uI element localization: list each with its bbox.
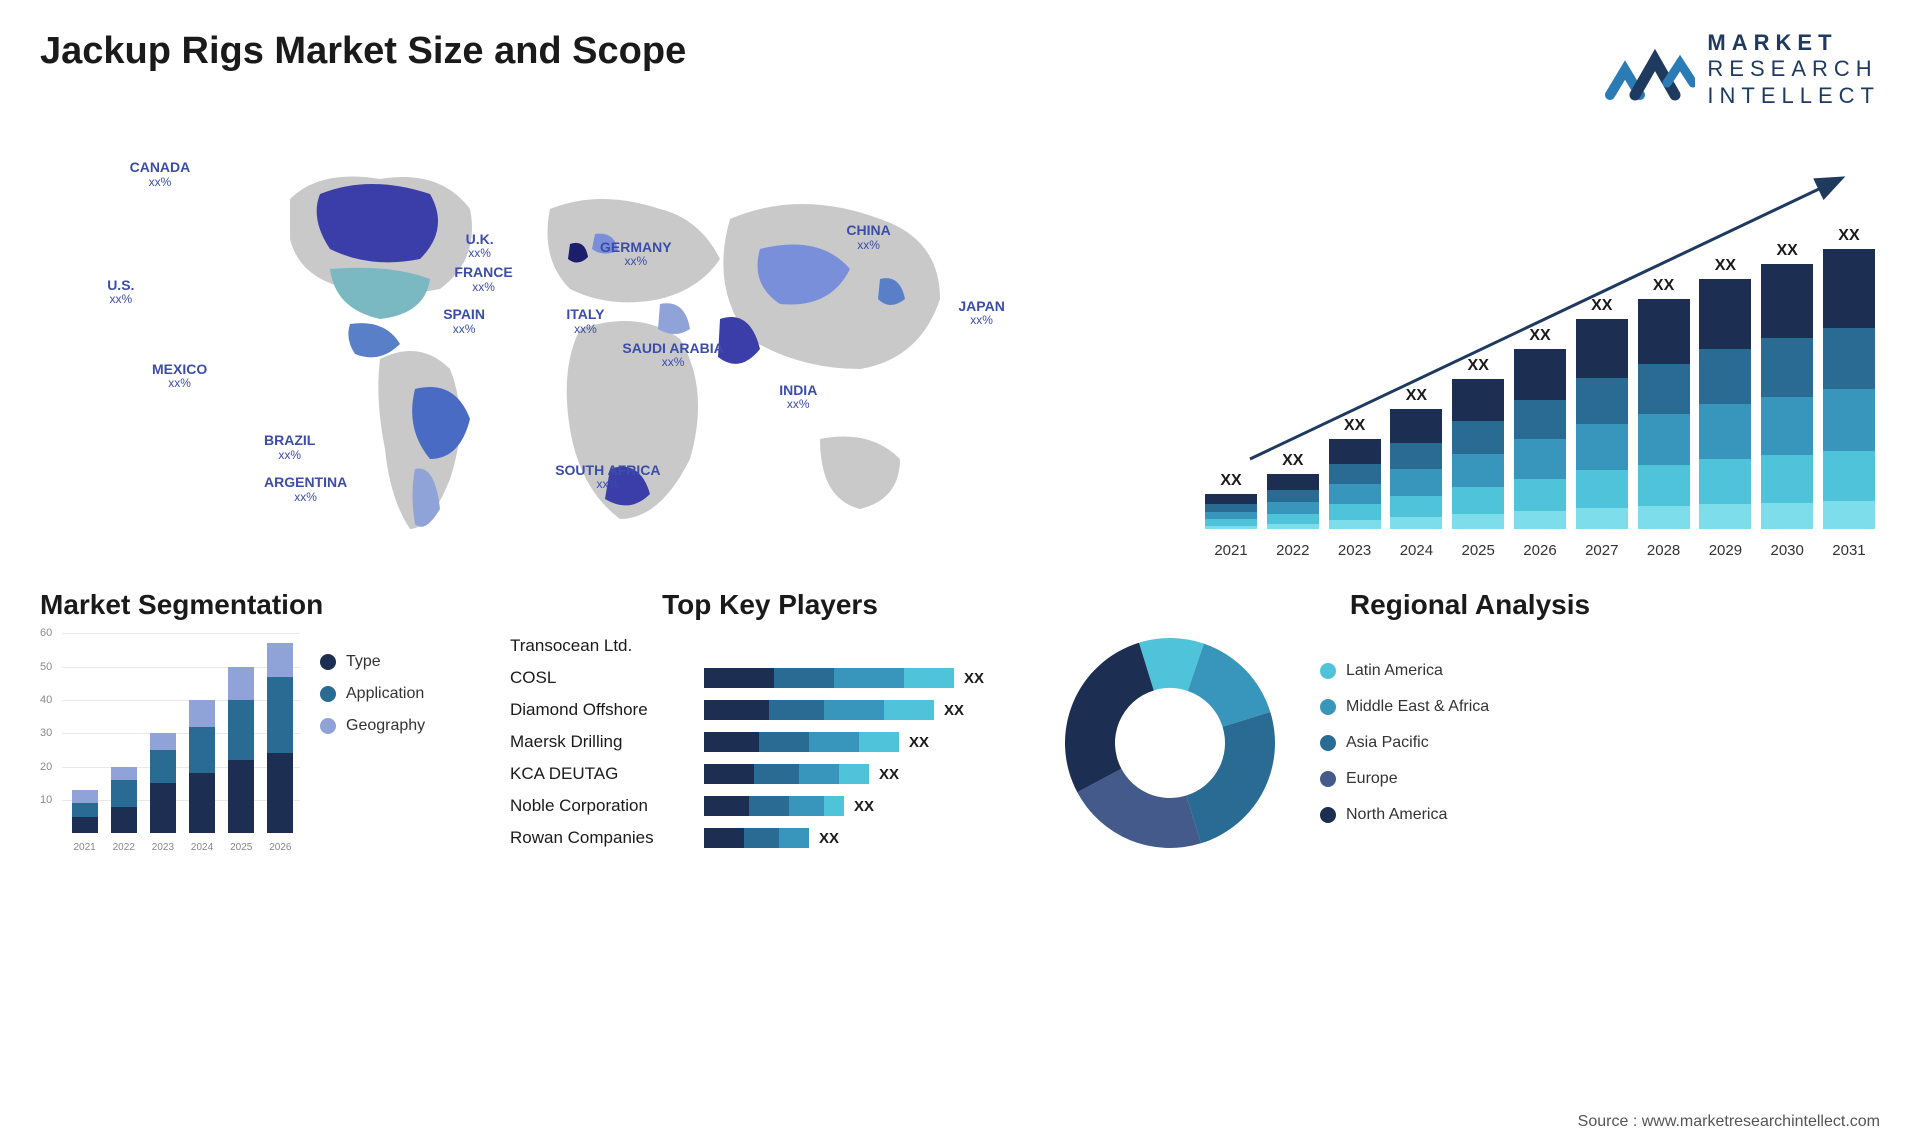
map-label: U.S.xx% bbox=[107, 278, 134, 307]
segmentation-bar bbox=[72, 790, 98, 833]
segmentation-bar bbox=[189, 700, 215, 833]
map-mexico bbox=[348, 323, 400, 357]
growth-chart: XXXXXXXXXXXXXXXXXXXXXX 20212022202320242… bbox=[1200, 139, 1880, 559]
player-row: Transocean Ltd. bbox=[510, 633, 1030, 659]
growth-bar: XX bbox=[1638, 277, 1690, 529]
legend-item: Type bbox=[320, 653, 425, 671]
segmentation-bar bbox=[111, 767, 137, 834]
player-row: COSLXX bbox=[510, 665, 1030, 691]
map-label: ITALYxx% bbox=[566, 307, 604, 336]
map-label: GERMANYxx% bbox=[600, 240, 672, 269]
map-label: SPAINxx% bbox=[443, 307, 485, 336]
logo-text: MARKET RESEARCH INTELLECT bbox=[1707, 30, 1880, 109]
logo: MARKET RESEARCH INTELLECT bbox=[1605, 30, 1880, 109]
donut-slice bbox=[1188, 644, 1271, 727]
segmentation-bar bbox=[228, 667, 254, 834]
map-label: U.K.xx% bbox=[466, 232, 494, 261]
regional-legend: Latin America Middle East & Africa Asia Pa… bbox=[1320, 662, 1489, 824]
key-players-list: Transocean Ltd. COSLXX Diamond OffshoreXX M… bbox=[510, 633, 1030, 851]
map-label: MEXICOxx% bbox=[152, 362, 207, 391]
growth-bar: XX bbox=[1329, 417, 1381, 529]
map-label: BRAZILxx% bbox=[264, 433, 315, 462]
segmentation-legend: Type Application Geography bbox=[320, 633, 425, 853]
key-players-panel: Top Key Players Transocean Ltd. COSLXX Dia… bbox=[510, 589, 1030, 869]
map-label: INDIAxx% bbox=[779, 383, 817, 412]
growth-bar: XX bbox=[1823, 227, 1875, 529]
map-label: SOUTH AFRICAxx% bbox=[555, 463, 660, 492]
map-saudi bbox=[658, 303, 690, 334]
growth-bar: XX bbox=[1452, 357, 1504, 529]
page-title: Jackup Rigs Market Size and Scope bbox=[40, 30, 686, 73]
map-label: CANADAxx% bbox=[130, 160, 191, 189]
legend-item: Asia Pacific bbox=[1320, 734, 1489, 752]
source-attribution: Source : www.marketresearchintellect.com bbox=[1578, 1113, 1880, 1131]
legend-item: North America bbox=[1320, 806, 1489, 824]
player-row: Noble CorporationXX bbox=[510, 793, 1030, 819]
growth-bar: XX bbox=[1699, 257, 1751, 529]
segmentation-panel: Market Segmentation 102030405060 2021202… bbox=[40, 589, 480, 869]
legend-item: Latin America bbox=[1320, 662, 1489, 680]
segmentation-chart: 102030405060 202120222023202420252026 bbox=[40, 633, 300, 853]
growth-bar: XX bbox=[1576, 297, 1628, 529]
player-row: KCA DEUTAGXX bbox=[510, 761, 1030, 787]
segmentation-title: Market Segmentation bbox=[40, 589, 480, 621]
growth-bar: XX bbox=[1390, 387, 1442, 529]
donut-slice bbox=[1065, 643, 1154, 793]
player-row: Maersk DrillingXX bbox=[510, 729, 1030, 755]
map-label: CHINAxx% bbox=[846, 223, 890, 252]
growth-bar: XX bbox=[1761, 242, 1813, 529]
logo-mark-icon bbox=[1605, 35, 1695, 105]
legend-item: Europe bbox=[1320, 770, 1489, 788]
top-row: CANADAxx% U.S.xx% MEXICOxx% BRAZILxx% ARGENT… bbox=[40, 139, 1880, 559]
map-canada bbox=[317, 184, 438, 262]
map-us bbox=[330, 268, 430, 319]
legend-item: Middle East & Africa bbox=[1320, 698, 1489, 716]
map-label: SAUDI ARABIAxx% bbox=[622, 341, 723, 370]
segmentation-bar bbox=[150, 733, 176, 833]
regional-title: Regional Analysis bbox=[1060, 589, 1880, 621]
growth-bar: XX bbox=[1267, 452, 1319, 529]
legend-item: Geography bbox=[320, 717, 425, 735]
key-players-title: Top Key Players bbox=[510, 589, 1030, 621]
bottom-row: Market Segmentation 102030405060 2021202… bbox=[40, 589, 1880, 869]
growth-bar: XX bbox=[1514, 327, 1566, 529]
donut-slice bbox=[1186, 712, 1275, 843]
world-map-icon bbox=[40, 139, 1160, 559]
player-row: Diamond OffshoreXX bbox=[510, 697, 1030, 723]
regional-panel: Regional Analysis Latin America Middle Ea… bbox=[1060, 589, 1880, 869]
growth-bar: XX bbox=[1205, 472, 1257, 529]
map-label: ARGENTINAxx% bbox=[264, 475, 347, 504]
map-label: FRANCExx% bbox=[454, 265, 512, 294]
header: Jackup Rigs Market Size and Scope MARKET… bbox=[40, 30, 1880, 109]
legend-item: Application bbox=[320, 685, 425, 703]
map-label: JAPANxx% bbox=[958, 299, 1004, 328]
world-map-panel: CANADAxx% U.S.xx% MEXICOxx% BRAZILxx% ARGENT… bbox=[40, 139, 1160, 559]
player-row: Rowan CompaniesXX bbox=[510, 825, 1030, 851]
regional-donut-chart bbox=[1060, 633, 1280, 853]
segmentation-bar bbox=[267, 643, 293, 833]
